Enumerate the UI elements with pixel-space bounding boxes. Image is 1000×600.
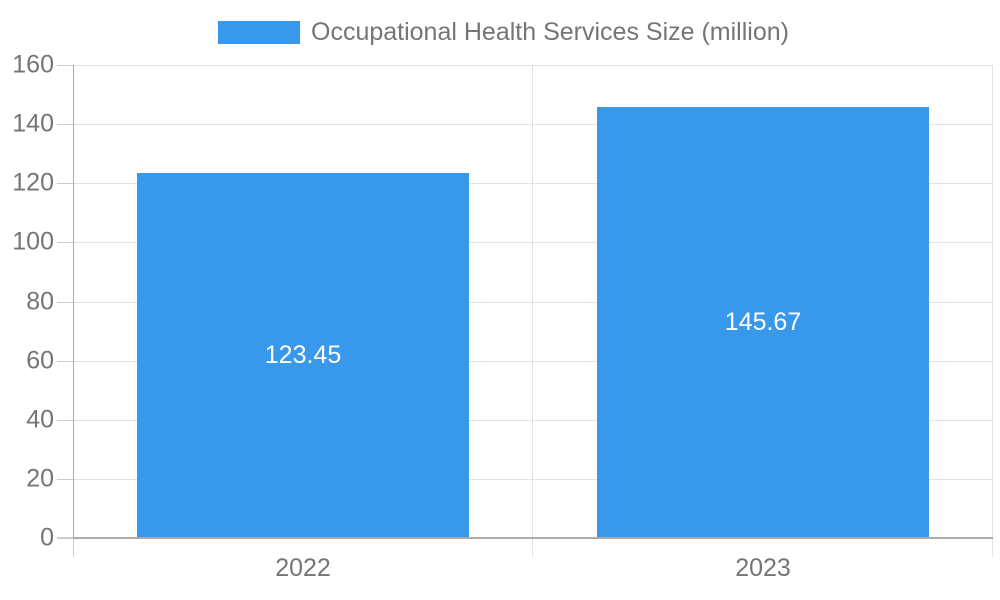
legend-label: Occupational Health Services Size (milli…: [311, 18, 789, 46]
y-axis-tick: [57, 301, 73, 303]
gridline: [73, 124, 993, 126]
y-tick-label: 120: [12, 168, 54, 197]
y-axis-tick: [57, 242, 73, 244]
y-axis-tick: [57, 419, 73, 421]
y-axis-tick: [57, 478, 73, 480]
y-axis-tick: [57, 65, 73, 66]
y-axis-tick: [57, 360, 73, 362]
gridline: [73, 360, 993, 362]
y-tick-label: 40: [26, 405, 54, 434]
category-boundary-gridline: [992, 65, 993, 557]
gridline: [73, 478, 993, 480]
y-tick-label: 0: [40, 523, 54, 552]
y-tick-label: 80: [26, 287, 54, 315]
plot-area: 123.45 145.67: [57, 65, 993, 557]
chart-legend[interactable]: Occupational Health Services Size (milli…: [218, 20, 789, 45]
gridline: [73, 183, 993, 185]
y-tick-label: 100: [12, 227, 54, 256]
gridline: [73, 65, 993, 66]
category-boundary-gridline: [532, 65, 533, 557]
gridline: [73, 419, 993, 421]
x-axis-baseline: [73, 537, 993, 539]
x-tick-label: 2023: [735, 554, 791, 582]
y-tick-label: 160: [12, 50, 54, 79]
gridline: [73, 242, 993, 244]
bar-2023[interactable]: 145.67: [597, 107, 929, 538]
x-tick-label: 2022: [275, 554, 331, 582]
y-tick-label: 60: [26, 346, 54, 375]
bar-2022[interactable]: 123.45: [137, 173, 469, 538]
y-axis-tick: [57, 537, 73, 539]
y-axis-tick: [57, 183, 73, 185]
y-axis-tick-extension: [73, 538, 74, 557]
y-axis-line: [73, 65, 74, 538]
y-axis-tick: [57, 124, 73, 126]
legend-swatch-icon: [218, 21, 300, 44]
y-tick-label: 20: [26, 464, 54, 493]
gridline: [73, 301, 993, 303]
bar-value-label: 123.45: [264, 341, 342, 369]
bar-value-label: 145.67: [724, 308, 802, 336]
y-tick-label: 140: [12, 109, 54, 138]
